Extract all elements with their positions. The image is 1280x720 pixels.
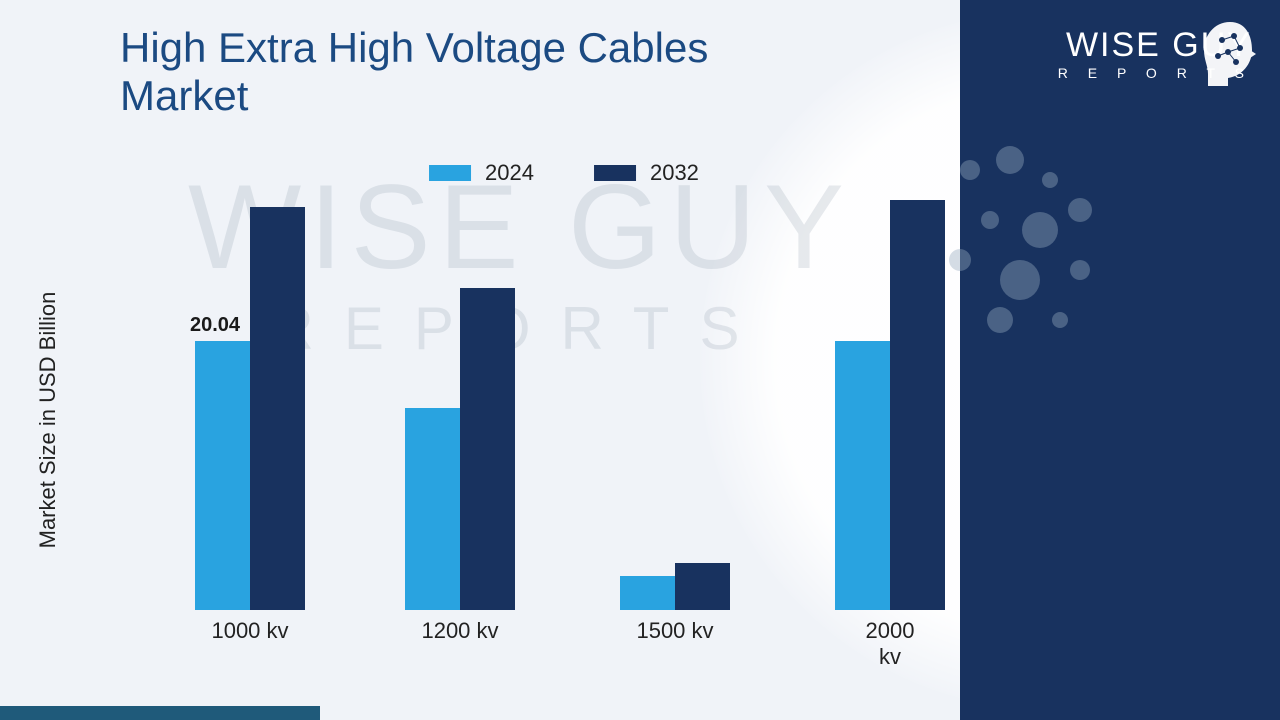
x-axis-labels: 1000 kv1200 kv1500 kv2000 kv [120,618,940,648]
y-axis-label: Market Size in USD Billion [35,292,61,549]
bar-group [830,200,950,610]
x-axis-label: 2000 kv [865,618,915,670]
bar [835,341,890,610]
x-axis-label: 1000 kv [211,618,288,644]
chart-title: High Extra High Voltage Cables Market [120,24,840,121]
x-axis-label: 1200 kv [421,618,498,644]
brand-logo: WISE GUY R E P O R T S [1058,28,1252,80]
chart-area: 2024 2032 Market Size in USD Billion 20.… [60,160,960,680]
bar-group [400,288,520,611]
x-axis-label: 1500 kv [636,618,713,644]
right-brand-panel [960,0,1280,720]
legend-swatch-2024 [429,165,471,181]
bar [405,408,460,610]
bar [890,200,945,610]
bar [460,288,515,611]
bar-value-label: 20.04 [190,314,240,337]
decorative-dots [930,140,1130,360]
bar-group [615,563,735,610]
plot-region: 20.04 [120,180,940,610]
bottom-accent-bar [0,706,320,720]
legend-swatch-2032 [594,165,636,181]
page-root: WISE GUY R E P O R T S High Extra High V… [0,0,1280,720]
brand-logo-main: WISE GUY [1058,28,1252,64]
bar-group [190,207,310,610]
bar [195,341,250,610]
bar [250,207,305,610]
bar [675,563,730,610]
bar [620,576,675,610]
brand-logo-sub: R E P O R T S [1058,66,1252,81]
